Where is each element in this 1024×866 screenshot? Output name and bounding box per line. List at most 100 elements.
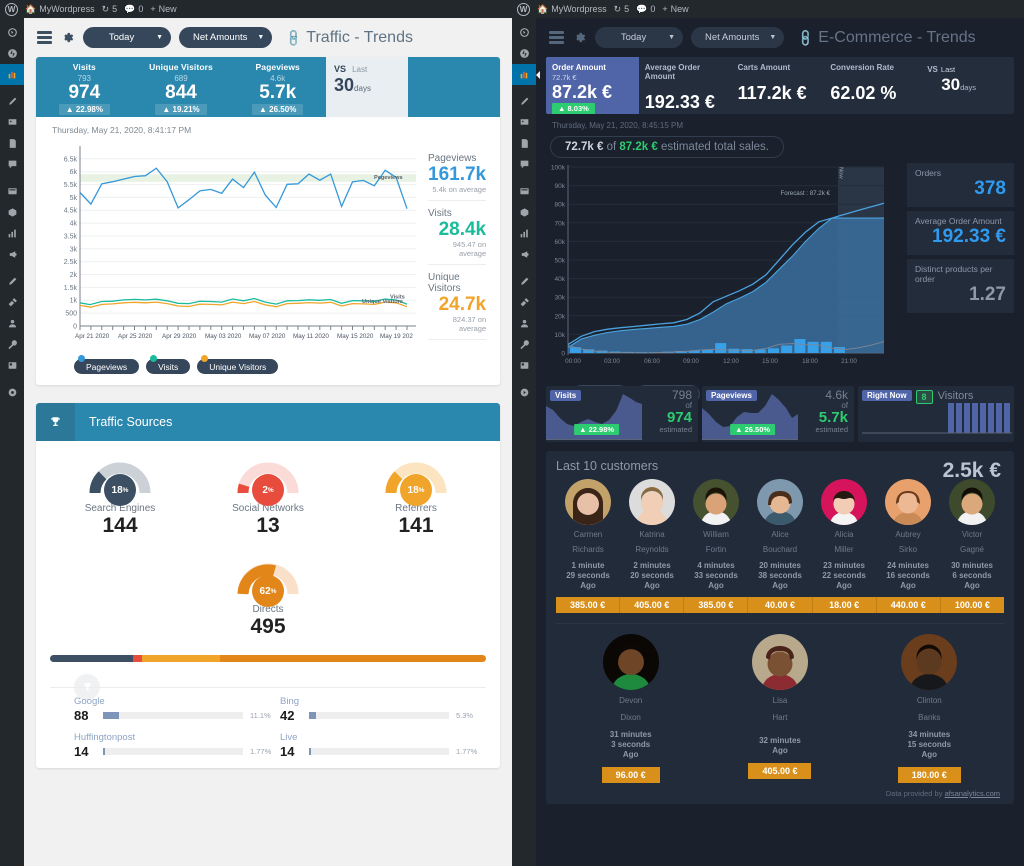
link-icon: 🔗	[795, 27, 817, 48]
sidebar-item-appearance[interactable]	[0, 271, 24, 292]
period-selector[interactable]: Today ▼	[83, 27, 171, 48]
kpi-conversion-rate[interactable]: Conversion Rate 62.02 %	[824, 57, 917, 114]
sidebar-item-analytics[interactable]	[0, 64, 28, 85]
new-content-item[interactable]: + New	[662, 4, 688, 14]
sidebar-item-forms[interactable]	[0, 181, 24, 202]
customer-item[interactable]: William Fortin 4 minutes 33 seconds Ago	[684, 479, 748, 591]
sidebar-item-plugins[interactable]	[0, 292, 24, 313]
sidebar-item-tools[interactable]	[512, 334, 536, 355]
gear-icon[interactable]	[572, 30, 587, 45]
provider-link[interactable]: afsanalytics.com	[944, 789, 1000, 798]
stack-search-engines	[50, 655, 133, 662]
sidebar-item-posts[interactable]	[512, 91, 536, 112]
sidebar-item-comments[interactable]	[0, 154, 24, 175]
kpi-unique-visitors[interactable]: Unique Visitors 689 844 ▲ 19.21%	[132, 57, 230, 117]
sidebar-item-pages[interactable]	[512, 133, 536, 154]
menu-toggle-icon[interactable]	[549, 31, 564, 44]
legend-item-visits[interactable]: Visits	[146, 355, 191, 374]
gauge-search-engines[interactable]: 18% Search Engines 144	[46, 459, 194, 538]
site-name-item[interactable]: 🏠 MyWordpress	[537, 4, 607, 14]
sidebar-item-analytics[interactable]	[512, 64, 540, 85]
gauge-social-networks[interactable]: 2% Social Networks 13	[194, 459, 342, 538]
gauge-referrers[interactable]: 18% Referrers 141	[342, 459, 490, 538]
sidebar-item-settings[interactable]	[0, 355, 24, 376]
kpi-average-order-amount[interactable]: Average Order Amount 192.33 €	[639, 57, 732, 114]
mini-widget-visits[interactable]: Visits ▲ 22.98% 798 of 974	[546, 386, 698, 442]
sidebar-item-dashboard[interactable]	[0, 22, 24, 43]
sidebar-item-users[interactable]	[0, 313, 24, 334]
sidebar-item-jetpack[interactable]	[512, 43, 536, 64]
customer-item[interactable]: Victor Gagné 30 minutes 6 seconds Ago	[940, 479, 1004, 591]
sidebar-item-plugins[interactable]	[512, 292, 536, 313]
legend-item-pageviews[interactable]: Pageviews	[74, 355, 140, 374]
updates-item[interactable]: ↻ 5	[102, 4, 118, 14]
svg-text:1.5k: 1.5k	[64, 285, 78, 292]
referrer-count: 42	[280, 708, 295, 723]
sidebar-item-collapse[interactable]	[0, 382, 24, 403]
referrer-row[interactable]: Bing 42 5.3%	[280, 696, 486, 723]
sidebar-item-comments[interactable]	[512, 154, 536, 175]
sidebar-item-marketing[interactable]	[0, 244, 24, 265]
customer-item[interactable]: Devon Dixon 31 minutes 3 seconds Ago 96.…	[556, 634, 705, 783]
kpi-carts-amount[interactable]: Carts Amount 117.2k €	[732, 57, 825, 114]
stack-directs	[220, 655, 486, 662]
kpi-visits[interactable]: Visits 793 974 ▲ 22.98%	[36, 57, 133, 117]
right-now-widget[interactable]: Right Now 8 Visitors	[858, 386, 1014, 442]
menu-toggle-icon[interactable]	[37, 31, 52, 44]
referrer-row[interactable]: Live 14 1.77%	[280, 732, 486, 759]
sidebar-item-tools[interactable]	[0, 334, 24, 355]
ecommerce-trends-chart[interactable]: 0 10k 20k 30k 40k 50k 60k 70k 80k 90k 10	[542, 163, 902, 403]
sidebar-item-jetpack[interactable]	[0, 43, 24, 64]
new-content-item[interactable]: + New	[150, 4, 176, 14]
kpi-pageviews[interactable]: Pageviews 4.6k 5.7k ▲ 26.50%	[229, 57, 327, 117]
customer-item[interactable]: Lisa Hart 32 minutes Ago 405.00 €	[705, 634, 854, 783]
sidebar-item-dashboard[interactable]	[512, 22, 536, 43]
customer-item[interactable]: Aubrey Sirko 24 minutes 16 seconds Ago	[876, 479, 940, 591]
customer-amount: 40.00 €	[748, 597, 813, 613]
sidebar-item-media[interactable]	[0, 112, 24, 133]
legend-item-unique-visitors[interactable]: Unique Visitors	[197, 355, 279, 374]
kpi-order-amount[interactable]: Order Amount 72.7k € 87.2k € ▲ 8.03%	[546, 57, 639, 114]
period-selector[interactable]: Today ▼	[595, 27, 683, 48]
sidebar-item-pages[interactable]	[0, 133, 24, 154]
amount-type-label: Net Amounts	[705, 32, 760, 43]
customer-item[interactable]: Alice Bouchard 20 minutes 38 seconds Ago	[748, 479, 812, 591]
updates-item[interactable]: ↻ 5	[614, 4, 630, 14]
gear-icon[interactable]	[60, 30, 75, 45]
sidebar-item-forms[interactable]	[512, 181, 536, 202]
gauge-directs[interactable]: 62% Directs 495	[46, 560, 490, 639]
amount-type-selector[interactable]: Net Amounts ▼	[691, 27, 785, 48]
svg-text:50k: 50k	[555, 258, 566, 265]
referrer-row[interactable]: Huffingtonpost 14 1.77%	[74, 732, 280, 759]
sidebar-item-marketing[interactable]	[512, 244, 536, 265]
customer-first-name: Devon	[619, 696, 643, 705]
sidebar-item-settings[interactable]	[512, 355, 536, 376]
customer-item[interactable]: Katrina Reynolds 2 minutes 20 seconds Ag…	[620, 479, 684, 591]
kpi-previous: 4.6k	[270, 74, 286, 83]
customer-item[interactable]: Alicia Miller 23 minutes 22 seconds Ago	[812, 479, 876, 591]
comments-item[interactable]: 💬 0	[636, 4, 655, 14]
sidebar-item-stats[interactable]	[512, 223, 536, 244]
customer-last-name: Richards	[572, 545, 604, 554]
wordpress-logo-icon[interactable]: W	[517, 2, 530, 16]
sidebar-item-woocommerce[interactable]	[0, 202, 24, 223]
sidebar-item-users[interactable]	[512, 313, 536, 334]
sidebar-item-media[interactable]	[512, 112, 536, 133]
sidebar-item-appearance[interactable]	[512, 271, 536, 292]
traffic-trends-chart[interactable]: 0 500 1k 1.5k 2k 2.5k 3k 3.5k 4k	[42, 141, 420, 356]
customer-item[interactable]: Carmen Richards 1 minute 29 seconds Ago	[556, 479, 620, 591]
amount-type-selector[interactable]: Net Amounts ▼	[179, 27, 273, 48]
right-app-header: Today ▼ Net Amounts ▼ 🔗 E-Commerce - Tre…	[536, 18, 1024, 57]
site-name-item[interactable]: 🏠 MyWordpress	[25, 4, 95, 14]
comments-item[interactable]: 💬 0	[124, 4, 143, 14]
sidebar-item-woocommerce[interactable]	[512, 202, 536, 223]
chevron-down-icon: ▼	[769, 34, 777, 41]
customer-item[interactable]: Clinton Banks 34 minutes 15 seconds Ago …	[855, 634, 1004, 783]
referrer-row[interactable]: Google 88 11.1%	[74, 696, 280, 723]
sidebar-item-stats[interactable]	[0, 223, 24, 244]
sidebar-item-collapse[interactable]	[512, 382, 536, 403]
sidebar-item-posts[interactable]	[0, 91, 24, 112]
pageviews-delta-badge: ▲ 26.50%	[730, 424, 776, 435]
wordpress-logo-icon[interactable]: W	[5, 2, 18, 16]
mini-widget-pageviews[interactable]: Pageviews ▲ 26.50% 4.6k of 5.7k	[702, 386, 854, 442]
